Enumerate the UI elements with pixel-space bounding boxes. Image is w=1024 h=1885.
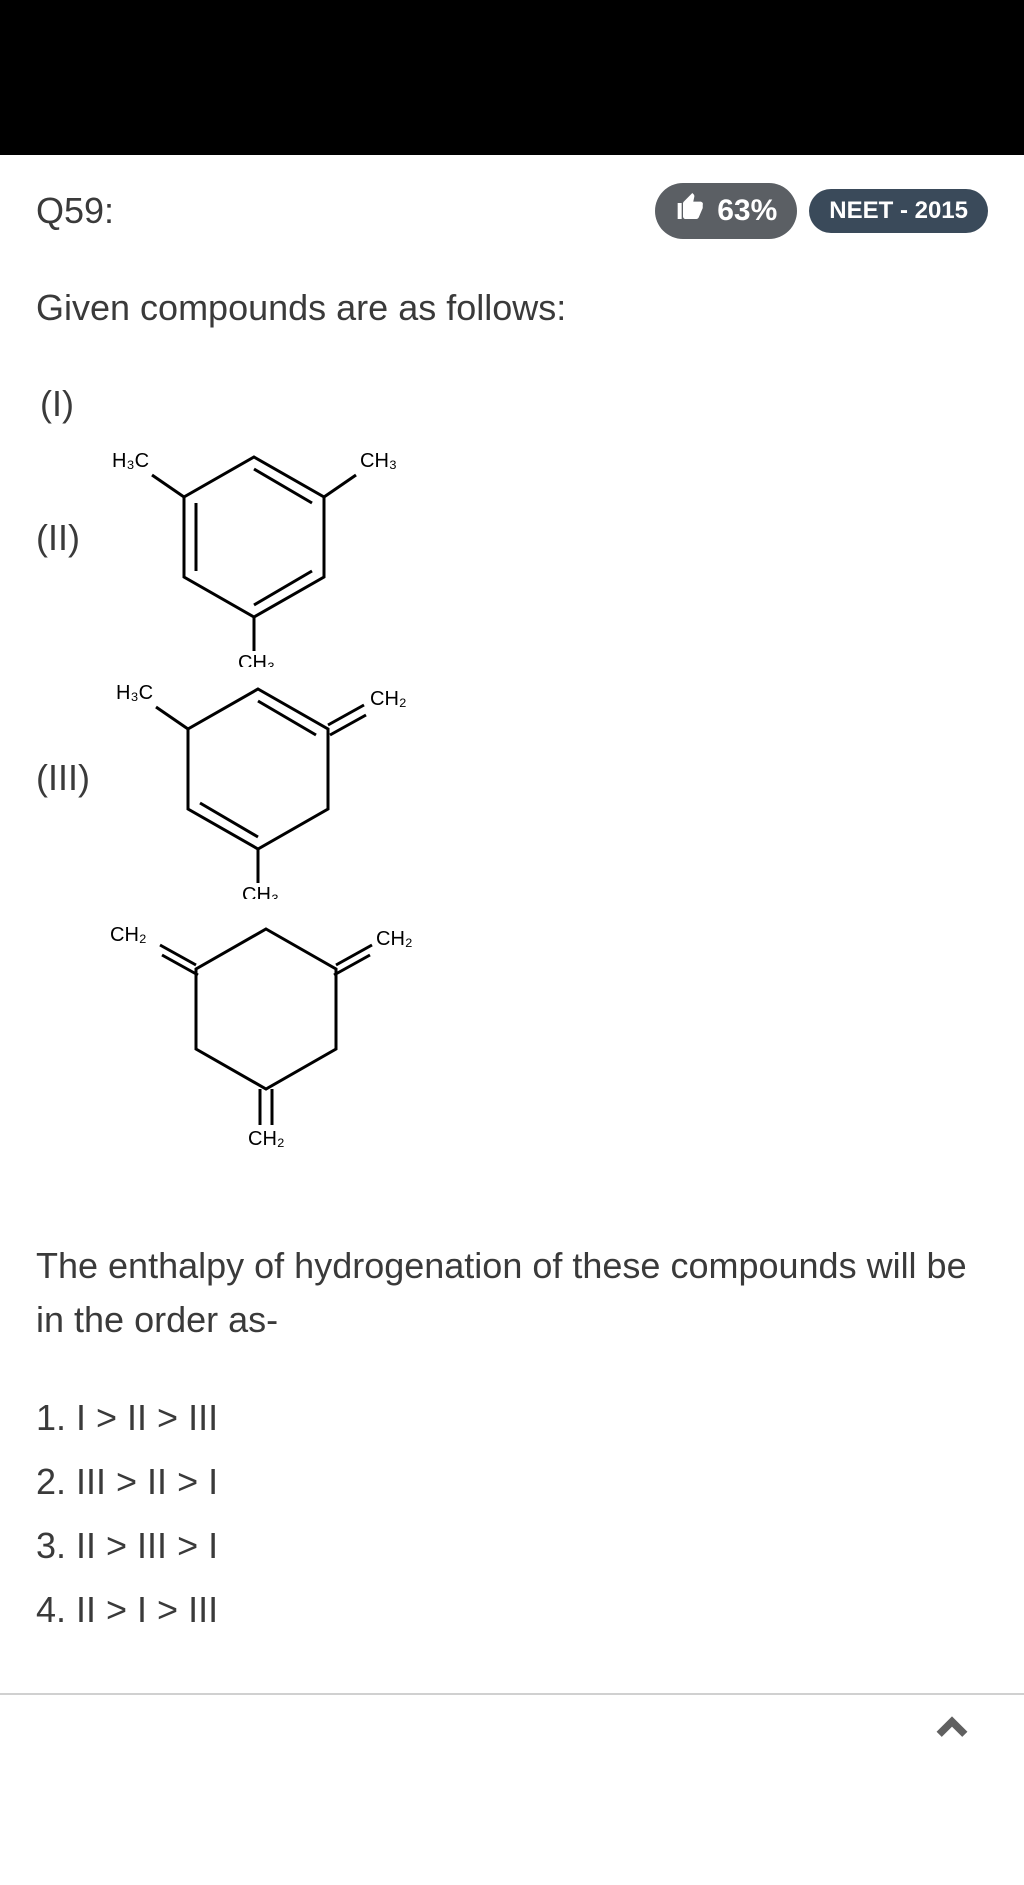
question-content: Q59: 63% NEET - 2015 Given compounds are… xyxy=(0,155,1024,1693)
roman-ii: (II) xyxy=(36,517,80,559)
structure-iii-diagram: CH₂ CH₂ CH₂ xyxy=(96,899,436,1154)
structures-area: (I) (II) (III) H₃C CH₃ CH₃ xyxy=(36,369,988,1209)
label-ch2: CH₂ xyxy=(376,928,413,950)
option-1[interactable]: 1. I > II > III xyxy=(36,1397,988,1439)
like-badge[interactable]: 63% xyxy=(655,183,797,239)
label-ch3: CH₃ xyxy=(242,884,279,899)
question-header: Q59: 63% NEET - 2015 xyxy=(36,183,988,239)
bottom-bar xyxy=(0,1693,1024,1763)
badge-group: 63% NEET - 2015 xyxy=(655,183,988,239)
label-ch3: CH₃ xyxy=(360,450,397,472)
question-text: The enthalpy of hydrogenation of these c… xyxy=(36,1239,988,1347)
label-ch2: CH₂ xyxy=(110,924,147,946)
question-number: Q59: xyxy=(36,190,114,232)
option-3[interactable]: 3. II > III > I xyxy=(36,1525,988,1567)
option-4[interactable]: 4. II > I > III xyxy=(36,1589,988,1631)
label-ch2: CH₂ xyxy=(248,1128,285,1149)
option-2[interactable]: 2. III > II > I xyxy=(36,1461,988,1503)
thumbs-up-icon xyxy=(675,191,707,231)
label-h3c: H₃C xyxy=(116,682,153,704)
chevron-up-icon[interactable] xyxy=(930,1705,974,1754)
roman-i: (I) xyxy=(40,383,74,425)
intro-text: Given compounds are as follows: xyxy=(36,287,988,329)
exam-tag-badge: NEET - 2015 xyxy=(809,189,988,233)
label-ch2: CH₂ xyxy=(370,688,407,710)
label-h3c: H₃C xyxy=(112,450,149,472)
roman-iii: (III) xyxy=(36,757,90,799)
structure-ii-diagram: H₃C CH₂ CH₃ xyxy=(108,669,428,904)
top-black-bar xyxy=(0,0,1024,155)
label-ch3: CH₃ xyxy=(238,652,275,667)
structure-i-diagram: H₃C CH₃ CH₃ xyxy=(104,437,404,672)
options-list: 1. I > II > III 2. III > II > I 3. II > … xyxy=(36,1397,988,1631)
like-percent-value: 63% xyxy=(717,194,777,228)
